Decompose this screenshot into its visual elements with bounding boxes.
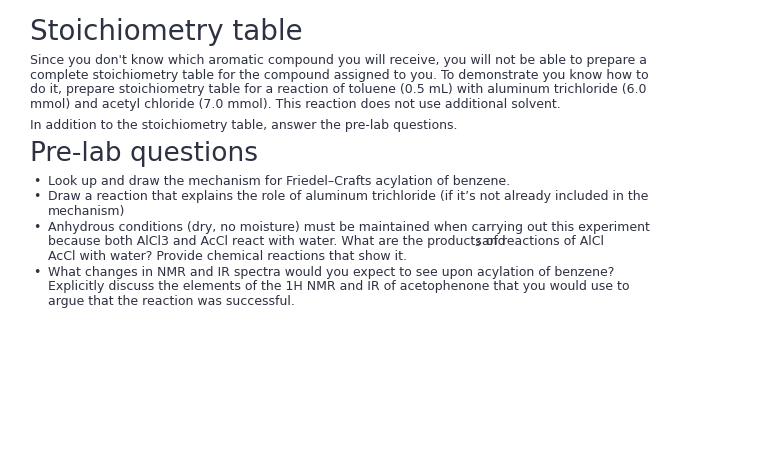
Text: •: • bbox=[33, 191, 41, 203]
Text: complete stoichiometry table for the compound assigned to you. To demonstrate yo: complete stoichiometry table for the com… bbox=[30, 68, 649, 82]
Text: •: • bbox=[33, 175, 41, 188]
Text: What changes in NMR and IR spectra would you expect to see upon acylation of ben: What changes in NMR and IR spectra would… bbox=[48, 266, 615, 279]
Text: •: • bbox=[33, 266, 41, 279]
Text: AcCl with water? Provide chemical reactions that show it.: AcCl with water? Provide chemical reacti… bbox=[48, 250, 407, 263]
Text: mmol) and acetyl chloride (7.0 mmol). This reaction does not use additional solv: mmol) and acetyl chloride (7.0 mmol). Th… bbox=[30, 98, 561, 111]
Text: Look up and draw the mechanism for Friedel–Crafts acylation of benzene.: Look up and draw the mechanism for Fried… bbox=[48, 175, 510, 188]
Text: Anhydrous conditions (dry, no moisture) must be maintained when carrying out thi: Anhydrous conditions (dry, no moisture) … bbox=[48, 221, 650, 234]
Text: because both AlCl3 and AcCl react with water. What are the products of reactions: because both AlCl3 and AcCl react with w… bbox=[48, 236, 604, 248]
Text: •: • bbox=[33, 221, 41, 234]
Text: mechanism): mechanism) bbox=[48, 205, 126, 218]
Text: argue that the reaction was successful.: argue that the reaction was successful. bbox=[48, 295, 295, 308]
Text: and: and bbox=[477, 236, 505, 248]
Text: do it, prepare stoichiometry table for a reaction of toluene (0.5 mL) with alumi: do it, prepare stoichiometry table for a… bbox=[30, 83, 647, 96]
Text: Stoichiometry table: Stoichiometry table bbox=[30, 18, 303, 46]
Text: Pre-lab questions: Pre-lab questions bbox=[30, 141, 258, 167]
Text: Explicitly discuss the elements of the 1H NMR and IR of acetophenone that you wo: Explicitly discuss the elements of the 1… bbox=[48, 280, 629, 293]
Text: 3: 3 bbox=[474, 239, 480, 248]
Text: In addition to the stoichiometry table, answer the pre-lab questions.: In addition to the stoichiometry table, … bbox=[30, 119, 458, 132]
Text: Draw a reaction that explains the role of aluminum trichloride (if it’s not alre: Draw a reaction that explains the role o… bbox=[48, 191, 648, 203]
Text: Since you don't know which aromatic compound you will receive, you will not be a: Since you don't know which aromatic comp… bbox=[30, 54, 647, 67]
